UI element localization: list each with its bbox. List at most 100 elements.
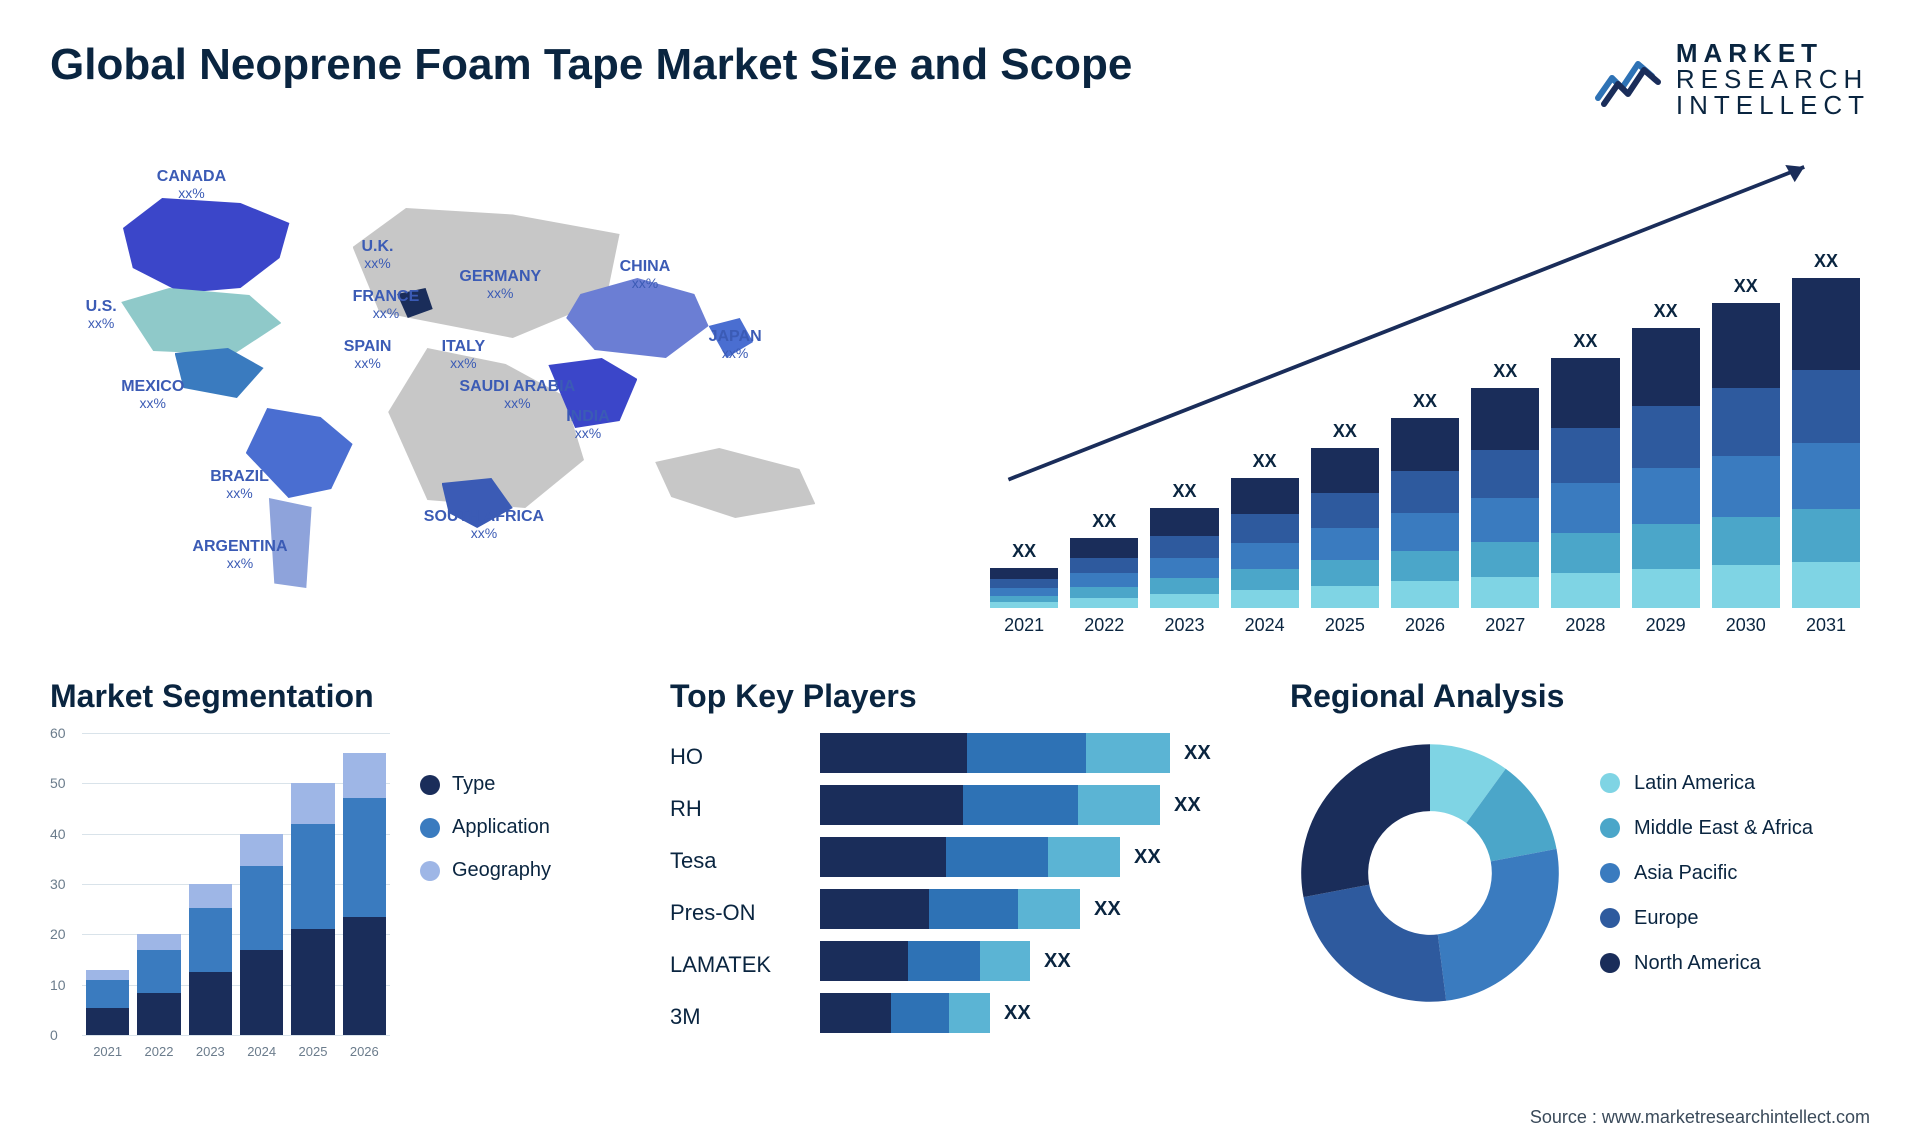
legend-swatch [420,775,440,795]
seg-segment [137,934,180,950]
growth-segment [1150,558,1218,578]
growth-value-label: XX [1333,421,1357,442]
map-label: ARGENTINAxx% [192,538,287,571]
growth-segment [1311,448,1379,493]
seg-segment [86,970,129,980]
map-label: U.K.xx% [362,238,394,271]
growth-segment [1712,565,1780,608]
growth-segment [1792,443,1860,509]
legend-swatch [1600,953,1620,973]
growth-segment [990,588,1058,596]
kp-segment [1048,837,1120,877]
kp-segment [1078,785,1160,825]
region-legend-item: Middle East & Africa [1600,817,1813,840]
growth-value-label: XX [1092,511,1116,532]
growth-bar: XX2029 [1632,301,1700,608]
seg-segment [86,980,129,1007]
growth-segment [1632,328,1700,406]
seg-year-label: 2026 [343,1044,386,1059]
seg-legend-item: Application [420,816,551,839]
segmentation-legend: Type Application Geography [420,733,551,1063]
logo-text-2: RESEARCH [1676,66,1870,92]
seg-bar: 2026 [343,753,386,1035]
seg-segment [240,950,283,1035]
seg-segment [291,824,334,930]
map-region [121,288,281,358]
growth-segment [1792,278,1860,370]
growth-value-label: XX [1573,331,1597,352]
growth-segment [1551,428,1619,483]
growth-segment [1632,406,1700,468]
map-label: U.S.xx% [86,298,117,331]
growth-segment [990,602,1058,608]
kp-segment [820,785,963,825]
growth-segment [1632,569,1700,608]
kp-value-label: XX [1094,898,1121,921]
growth-segment [1231,569,1299,590]
region-legend-item: Europe [1600,907,1813,930]
seg-bar: 2021 [86,970,129,1035]
growth-segment [1070,573,1138,587]
kp-segment [820,837,946,877]
growth-segment [1551,573,1619,608]
key-players-panel: Top Key Players HORHTesaPres-ONLAMATEK3M… [670,678,1250,1098]
kp-segment [1086,733,1170,773]
seg-year-label: 2021 [86,1044,129,1059]
seg-bar: 2022 [137,934,180,1035]
seg-year-label: 2022 [137,1044,180,1059]
growth-segment [1471,388,1539,450]
kp-label: HO [670,737,800,777]
kp-bar-row: XX [820,993,1250,1033]
growth-segment [1712,517,1780,566]
seg-segment [343,917,386,1035]
seg-bar: 2025 [291,783,334,1035]
growth-bar: XX2022 [1070,511,1138,608]
map-label: SPAINxx% [344,338,392,371]
growth-segment [1311,528,1379,560]
seg-ytick: 10 [50,977,66,993]
legend-label: Asia Pacific [1634,862,1737,885]
growth-segment [1632,468,1700,524]
growth-segment [1311,586,1379,608]
growth-segment [1150,508,1218,536]
growth-bar: XX2026 [1391,391,1459,608]
legend-label: Type [452,773,495,796]
growth-segment [1070,598,1138,608]
seg-legend-item: Geography [420,859,551,882]
growth-value-label: XX [1012,541,1036,562]
growth-value-label: XX [1814,251,1838,272]
seg-ytick: 30 [50,876,66,892]
growth-segment [1551,358,1619,428]
seg-ytick: 20 [50,926,66,942]
growth-segment [1471,450,1539,498]
growth-segment [1471,498,1539,542]
kp-segment [963,785,1079,825]
map-label: CHINAxx% [620,258,671,291]
seg-year-label: 2024 [240,1044,283,1059]
growth-year-label: 2021 [990,615,1058,636]
growth-value-label: XX [1734,276,1758,297]
world-map: CANADAxx%U.S.xx%MEXICOxx%BRAZILxx%ARGENT… [50,148,940,648]
segmentation-panel: Market Segmentation 01020304050602021202… [50,678,630,1098]
seg-segment [189,972,232,1035]
seg-segment [86,1008,129,1035]
legend-label: North America [1634,952,1761,975]
kp-bar-row: XX [820,733,1250,773]
legend-swatch [1600,908,1620,928]
growth-bar: XX2024 [1231,451,1299,608]
growth-segment [1712,303,1780,388]
seg-year-label: 2023 [189,1044,232,1059]
kp-bar-row: XX [820,837,1250,877]
regional-panel: Regional Analysis Latin AmericaMiddle Ea… [1290,678,1870,1098]
growth-segment [1231,543,1299,569]
map-label: INDIAxx% [566,408,610,441]
donut-slice [1438,849,1559,1001]
regional-donut-chart [1290,733,1570,1013]
growth-bar: XX2021 [990,541,1058,608]
legend-label: Europe [1634,907,1699,930]
kp-segment [980,941,1030,981]
growth-bar: XX2023 [1150,481,1218,608]
kp-label: LAMATEK [670,945,800,985]
kp-segment [1018,889,1080,929]
seg-bar: 2023 [189,884,232,1035]
